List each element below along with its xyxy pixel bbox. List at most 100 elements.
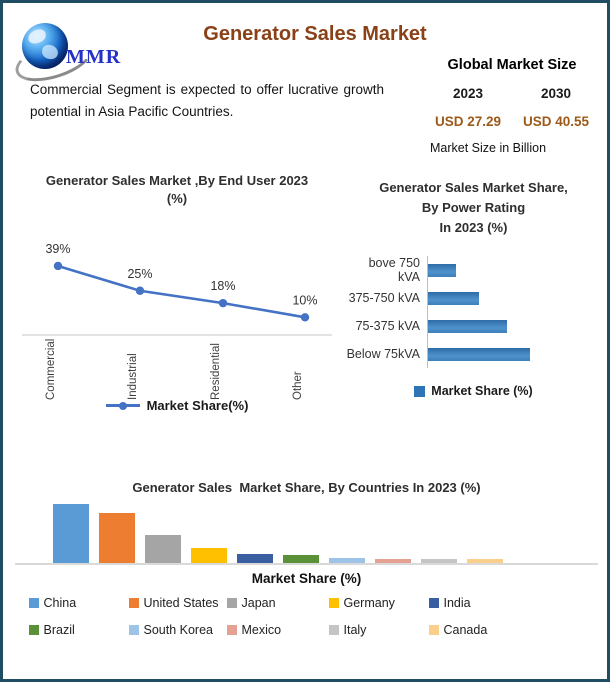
- legend-item: Italy: [329, 623, 429, 637]
- legend-label: India: [443, 596, 471, 610]
- legend-label: Brazil: [43, 623, 75, 637]
- bar: [99, 513, 135, 563]
- market-size-heading: Global Market Size: [447, 57, 577, 73]
- bar: [428, 347, 530, 361]
- legend-square-swatch-icon: [129, 598, 139, 608]
- power-rating-legend-label: Market Share (%): [431, 384, 533, 398]
- end-user-categories: Commercial Industrial Residential Other: [18, 338, 336, 402]
- line-series: [57, 264, 306, 319]
- brand-name: MMR: [66, 46, 122, 68]
- end-user-legend: Market Share(%): [18, 398, 336, 413]
- category-label: bove 750 kVA: [368, 256, 420, 284]
- legend-label: Japan: [241, 596, 276, 610]
- bar: [237, 554, 273, 563]
- power-rating-title-line2: By Power Rating: [421, 200, 526, 215]
- data-point-label: 18%: [210, 279, 235, 293]
- category-label: Other: [292, 371, 304, 400]
- data-point: [135, 286, 145, 295]
- bar-row: Below 75kVA: [344, 340, 603, 368]
- legend-label: China: [43, 596, 77, 610]
- legend-square-swatch-icon: [429, 625, 439, 635]
- market-size-year-2030: 2030: [540, 86, 572, 101]
- end-user-chart: Generator Sales Market ,By End User 2023…: [18, 172, 336, 427]
- legend-square-swatch-icon: [129, 625, 139, 635]
- legend-item: Germany: [329, 596, 429, 610]
- category-label: Commercial: [45, 338, 57, 400]
- countries-chart: Generator Sales Market Share, By Countri…: [15, 470, 598, 675]
- data-point: [300, 313, 310, 322]
- legend-item: Brazil: [29, 623, 129, 637]
- legend-square-swatch-icon: [227, 598, 237, 608]
- market-size-value-2023: USD 27.29: [434, 114, 502, 129]
- power-rating-plot: bove 750 kVA 375-750 kVA 75-375 kVA Below 7…: [344, 256, 603, 368]
- legend-label: United States: [143, 596, 219, 610]
- countries-x-axis-label: Market Share (%): [251, 571, 362, 586]
- category-label: Below 75kVA: [346, 347, 420, 361]
- data-point-label: 25%: [127, 267, 152, 281]
- legend-item: Canada: [429, 623, 589, 637]
- bar: [375, 559, 411, 563]
- legend-line-marker-icon: [105, 401, 140, 410]
- bar-track: [427, 284, 603, 312]
- bar-track: [427, 256, 603, 284]
- countries-x-axis-line: [15, 563, 598, 565]
- countries-chart-title: Generator Sales Market Share, By Countri…: [132, 480, 481, 495]
- legend-label: Mexico: [241, 623, 282, 637]
- bar: [53, 504, 89, 563]
- global-market-size-panel: Global Market Size 2023 2030 USD 27.29 U…: [424, 57, 600, 155]
- bar: [191, 548, 227, 563]
- bar: [467, 559, 503, 563]
- brand-logo: MMR: [10, 18, 132, 90]
- category-label: 375-750 kVA: [348, 291, 420, 305]
- bar: [421, 559, 457, 563]
- legend-label: Germany: [343, 596, 395, 610]
- bar: [145, 535, 181, 563]
- bar-row: bove 750 kVA: [344, 256, 603, 284]
- bar: [428, 319, 507, 333]
- countries-bars: [53, 503, 503, 563]
- intro-text: Commercial Segment is expected to offer …: [30, 82, 384, 119]
- data-point-label: 10%: [292, 293, 317, 307]
- bar-track: [427, 312, 603, 340]
- end-user-legend-label: Market Share(%): [146, 398, 249, 413]
- legend-square-swatch-icon: [414, 385, 426, 397]
- legend-item: Japan: [227, 596, 329, 610]
- end-user-chart-title-line2: (%): [166, 191, 188, 206]
- globe-icon: [22, 23, 68, 69]
- end-user-chart-title-line1: Generator Sales Market ,By End User 2023: [45, 173, 309, 188]
- legend-item: India: [429, 596, 589, 610]
- market-size-year-2023: 2023: [452, 86, 484, 101]
- legend-square-swatch-icon: [329, 598, 339, 608]
- bar: [428, 263, 456, 277]
- legend-item: Mexico: [227, 623, 329, 637]
- data-point: [218, 298, 228, 308]
- legend-label: South Korea: [143, 623, 214, 637]
- market-size-note: Market Size in Billion: [430, 141, 547, 155]
- market-size-value-2030: USD 40.55: [522, 114, 590, 129]
- page-title: Generator Sales Market: [203, 23, 427, 45]
- legend-item: South Korea: [129, 623, 227, 637]
- data-point-label: 39%: [45, 242, 70, 256]
- legend-label: Italy: [343, 623, 367, 637]
- bar: [428, 291, 479, 305]
- category-label: Residential: [210, 343, 222, 400]
- bar-row: 75-375 kVA: [344, 312, 603, 340]
- legend-square-swatch-icon: [329, 625, 339, 635]
- category-label: 75-375 kVA: [355, 319, 420, 333]
- legend-item: United States: [129, 596, 227, 610]
- category-label: Industrial: [127, 353, 139, 400]
- legend-label: Canada: [443, 623, 488, 637]
- bar-track: [427, 340, 603, 368]
- countries-legend: China United States Japan Germany India Brazi…: [29, 596, 589, 637]
- power-rating-legend: Market Share (%): [344, 384, 603, 398]
- power-rating-title-line1: Generator Sales Market Share,: [379, 180, 568, 195]
- power-rating-chart: Generator Sales Market Share, By Power R…: [344, 178, 603, 413]
- legend-square-swatch-icon: [429, 598, 439, 608]
- power-rating-title-line3: In 2023 (%): [439, 220, 508, 235]
- bar: [283, 555, 319, 563]
- end-user-plot: 39% 25% 18% 10%: [22, 242, 332, 336]
- legend-square-swatch-icon: [227, 625, 237, 635]
- bar-row: 375-750 kVA: [344, 284, 603, 312]
- legend-item: China: [29, 596, 129, 610]
